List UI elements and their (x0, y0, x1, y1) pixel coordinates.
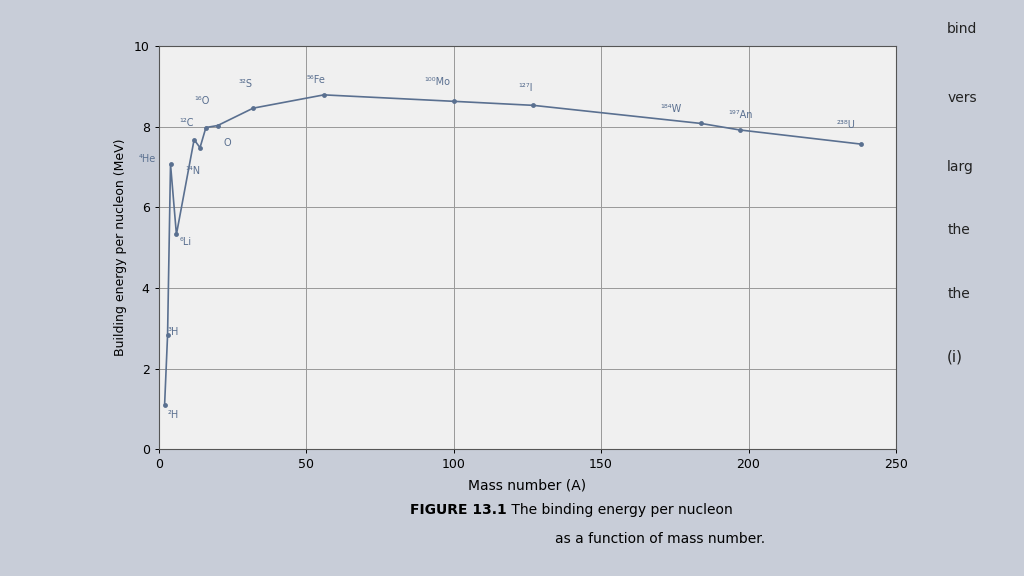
Text: O: O (223, 138, 231, 148)
Text: ¹²⁷I: ¹²⁷I (518, 84, 534, 93)
Text: ²H: ²H (168, 410, 179, 420)
Text: ¹⁴N: ¹⁴N (185, 166, 201, 176)
Text: (i): (i) (947, 350, 964, 365)
Text: as a function of mass number.: as a function of mass number. (555, 532, 766, 545)
Text: ¹⁹⁷An: ¹⁹⁷An (728, 109, 753, 120)
Text: larg: larg (947, 160, 974, 174)
Text: FIGURE 13.1: FIGURE 13.1 (411, 503, 507, 517)
Text: The binding energy per nucleon: The binding energy per nucleon (507, 503, 732, 517)
Text: ¹⁶O: ¹⁶O (195, 96, 210, 105)
Text: the: the (947, 287, 970, 301)
Text: ⁵⁶Fe: ⁵⁶Fe (306, 75, 325, 85)
Y-axis label: Building energy per nucleon (MeV): Building energy per nucleon (MeV) (114, 139, 127, 357)
Text: ³²S: ³²S (239, 79, 252, 89)
Text: ¹⁰⁰Mo: ¹⁰⁰Mo (424, 77, 451, 88)
Text: ⁶Li: ⁶Li (179, 237, 191, 247)
Text: ¹²C: ¹²C (179, 118, 194, 128)
Text: ¹⁸⁴W: ¹⁸⁴W (660, 104, 681, 113)
Text: ³H: ³H (168, 327, 179, 338)
Text: bind: bind (947, 22, 978, 36)
X-axis label: Mass number (A): Mass number (A) (468, 478, 587, 492)
Text: ²³⁸U: ²³⁸U (837, 120, 856, 130)
Text: ⁴He: ⁴He (138, 154, 156, 164)
Text: vers: vers (947, 91, 977, 105)
Text: the: the (947, 223, 970, 237)
